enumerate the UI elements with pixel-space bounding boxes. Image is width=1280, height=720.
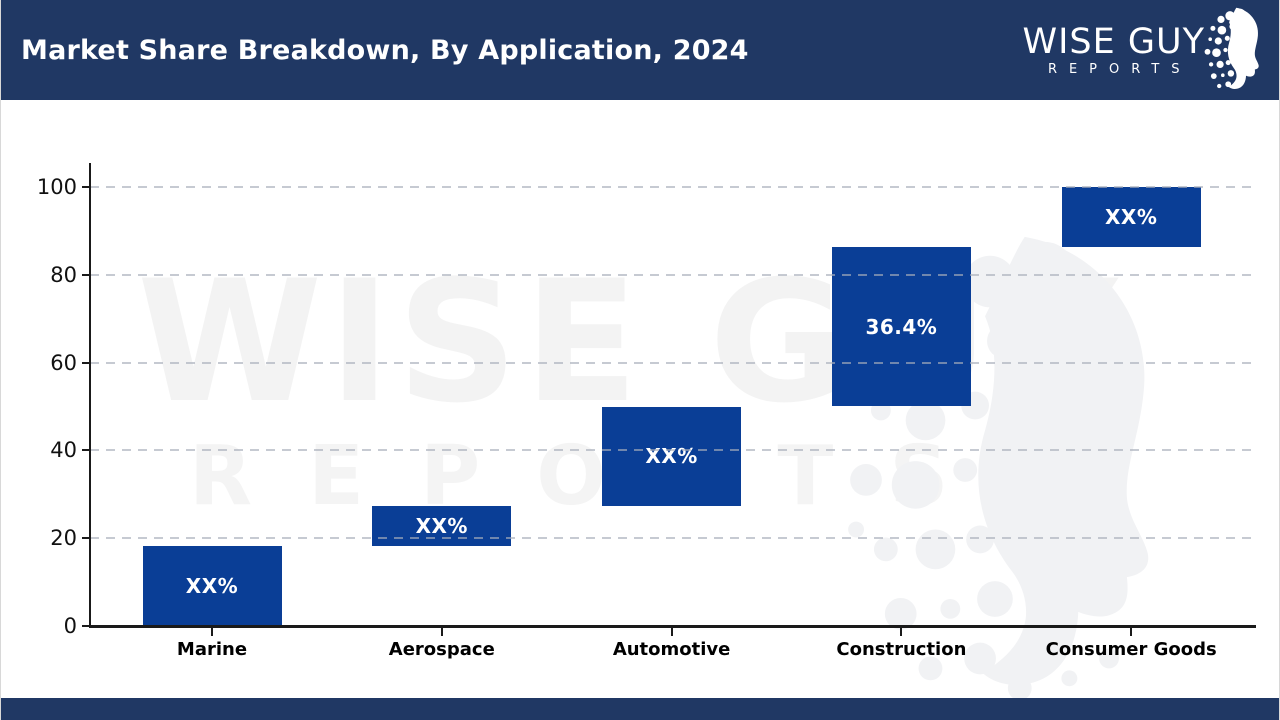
watermark-head-icon: [848, 236, 1149, 701]
gridline-100: [90, 186, 1254, 188]
gridline-80: [90, 273, 1254, 276]
x-tick-0: [211, 628, 213, 636]
y-ticklabel-60: 60: [1, 350, 77, 376]
logo-subtext: REPORTS: [1047, 62, 1192, 78]
bar-marine-label: XX%: [185, 574, 239, 599]
x-label-2-label: Automotive: [612, 639, 731, 660]
logo-text: WISE GUY REPORTS: [1022, 23, 1205, 78]
x-label-3: Construction: [791, 639, 1011, 660]
y-tick-100: [82, 186, 89, 188]
x-tick-3: [900, 628, 903, 636]
y-ticklabel-60-label: 60: [50, 350, 77, 375]
x-label-0-label: Marine: [176, 639, 248, 660]
footer-bar: [1, 698, 1279, 720]
x-label-1: Aerospace: [332, 639, 552, 660]
x-label-0: Marine: [102, 639, 322, 660]
y-ticklabel-20-label: 20: [50, 526, 77, 551]
y-ticklabel-40-label: 40: [50, 438, 77, 463]
x-label-3-label: Construction: [836, 639, 967, 660]
bar-marine: XX%: [142, 546, 282, 626]
logo-head-icon: [1204, 7, 1259, 89]
header-bar: Market Share Breakdown, By Application, …: [1, 0, 1279, 100]
watermark-subtext: REPORTS: [189, 429, 1005, 524]
y-tick-20: [82, 537, 89, 540]
bar-consumer-goods: XX%: [1061, 187, 1201, 247]
logo-wordmark: WISE GUY: [1022, 21, 1205, 62]
y-ticklabel-20: 20: [1, 525, 77, 551]
bar-consumer-goods-label: XX%: [1104, 204, 1158, 229]
y-ticklabel-100: 100: [1, 174, 77, 200]
gridline-60: [90, 361, 1254, 364]
y-ticklabel-100-label: 100: [36, 175, 77, 199]
x-tick-4: [1130, 628, 1133, 636]
gridline-20: [90, 537, 1254, 540]
gridline-40: [90, 449, 1254, 452]
chart-title: Market Share Breakdown, By Application, …: [21, 34, 749, 66]
bar-aerospace: XX%: [372, 506, 512, 547]
bar-automotive-label: XX%: [645, 444, 698, 469]
y-tick-40: [82, 449, 89, 452]
x-axis-spine: [89, 625, 1256, 628]
y-axis-spine: [89, 163, 91, 627]
y-ticklabel-0: 0: [1, 613, 77, 639]
y-tick-80: [82, 273, 89, 276]
x-label-2: Automotive: [562, 639, 782, 660]
bar-automotive: XX%: [602, 406, 742, 507]
y-ticklabel-0-label: 0: [63, 614, 77, 638]
x-label-1-label: Aerospace: [388, 639, 495, 660]
x-label-4-label: Consumer Goods: [1045, 639, 1217, 660]
x-label-4: Consumer Goods: [1021, 639, 1241, 660]
bar-construction: 36.4%: [831, 246, 971, 407]
y-tick-0: [82, 625, 89, 627]
wiseguy-logo: WISE GUY REPORTS: [1022, 5, 1271, 95]
y-ticklabel-80: 80: [1, 262, 77, 288]
y-ticklabel-40: 40: [1, 437, 77, 463]
y-ticklabel-80-label: 80: [50, 262, 77, 287]
x-tick-2: [670, 628, 673, 636]
bar-construction-label: 36.4%: [865, 314, 938, 339]
bar-aerospace-label: XX%: [415, 514, 468, 539]
y-tick-60: [82, 361, 89, 364]
x-tick-1: [440, 628, 443, 636]
